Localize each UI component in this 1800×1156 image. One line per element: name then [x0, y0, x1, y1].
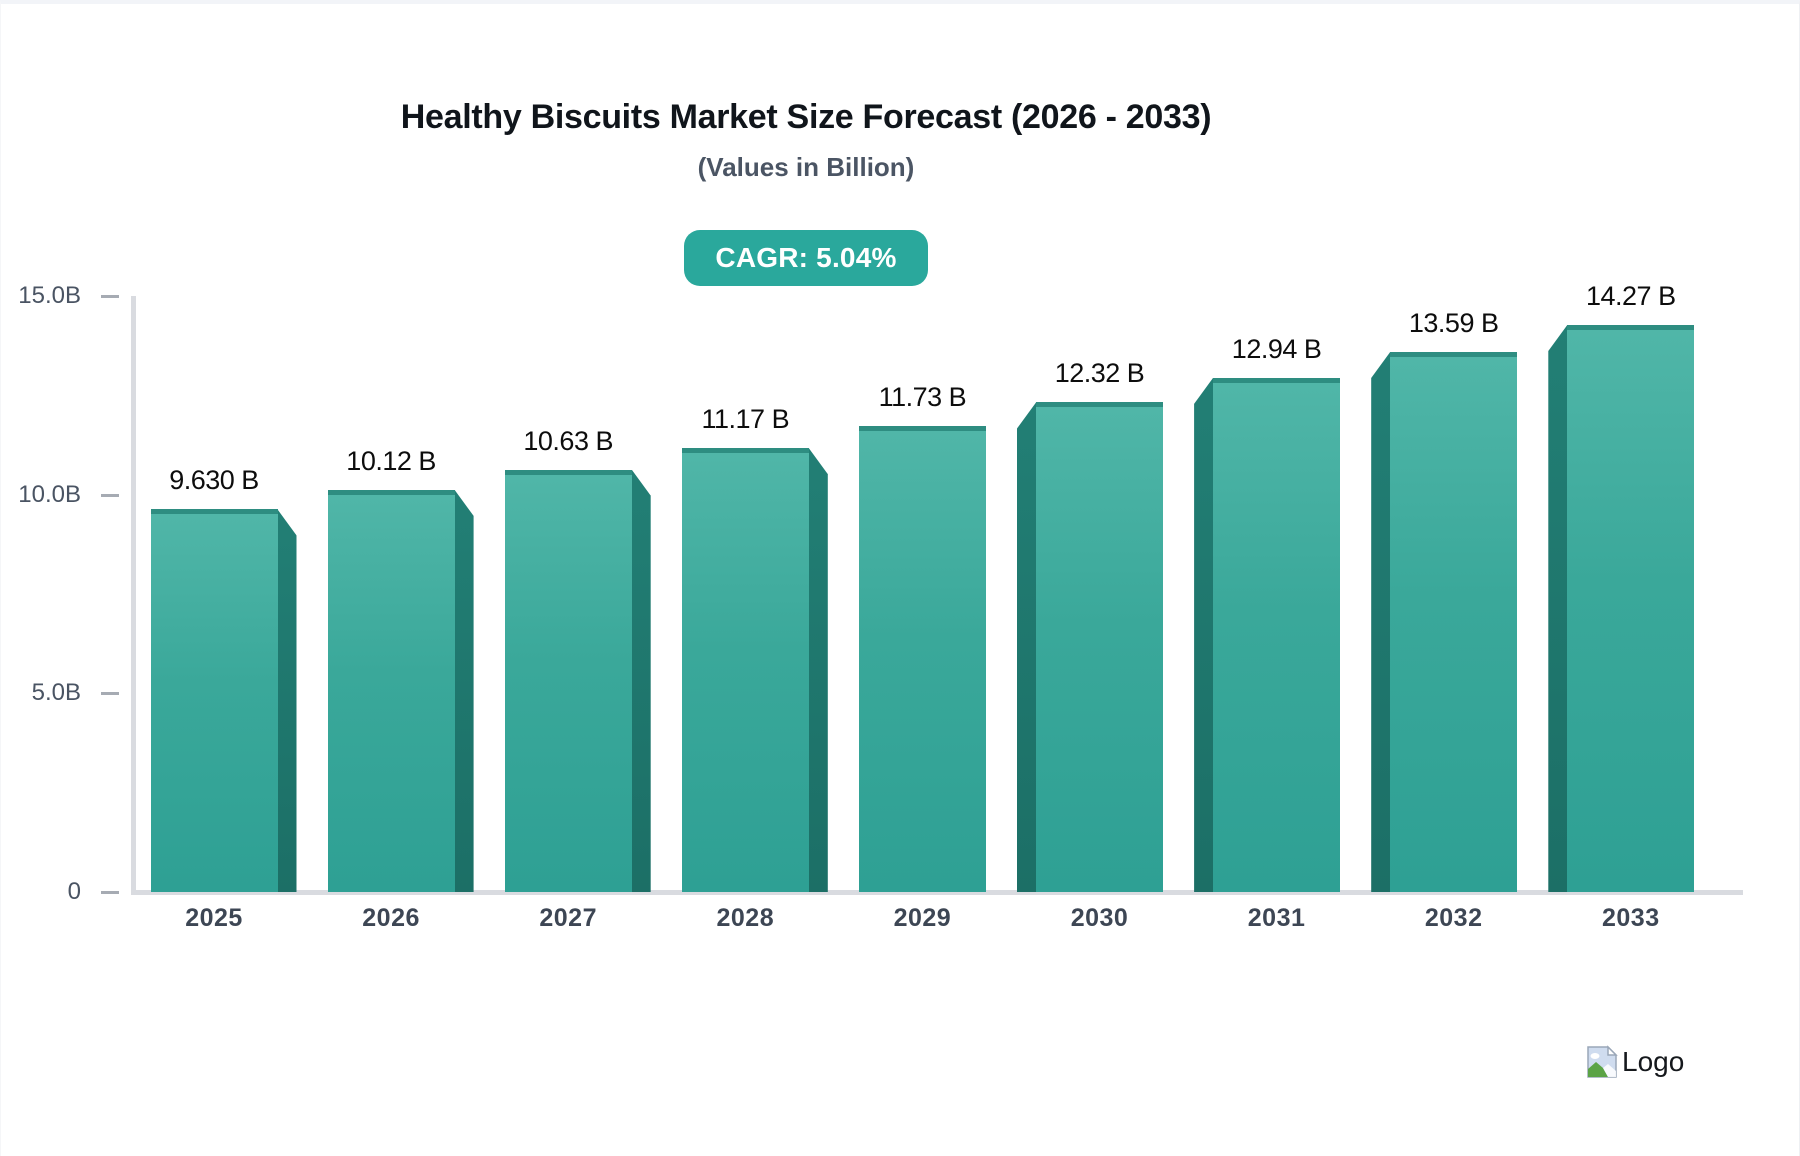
value-label-2027: 10.63 B: [523, 425, 613, 456]
bar-3d-side-2033: [1548, 325, 1568, 892]
y-tick-mark: [101, 891, 119, 894]
bar-3d-side-2028: [808, 448, 828, 892]
logo: Logo: [1584, 1040, 1684, 1084]
y-tick-mark: [101, 295, 119, 298]
x-tick-label-2031: 2031: [1247, 904, 1306, 932]
y-tick-label-0: 0: [67, 878, 81, 905]
value-label-2029: 11.73 B: [878, 381, 967, 412]
value-label-2028: 11.17 B: [701, 404, 790, 435]
y-tick-mark: [101, 692, 119, 696]
y-tick-label-5.0B: 5.0B: [31, 679, 81, 707]
cagr-badge: CAGR: 5.04%: [684, 230, 928, 286]
bar-2030: [1036, 402, 1163, 892]
bar-3d-side-2032: [1371, 352, 1391, 892]
bar-3d-side-2027: [631, 469, 651, 892]
broken-image-icon: [1584, 1044, 1620, 1080]
x-tick-label-2025: 2025: [185, 904, 243, 932]
bar-2027: [504, 469, 632, 892]
x-tick-label-2030: 2030: [1070, 904, 1129, 932]
bar-3d-side-2025: [277, 509, 297, 892]
logo-alt-text: Logo: [1622, 1046, 1685, 1077]
value-label-2030: 12.32 B: [1054, 358, 1145, 389]
y-tick-label-15.0B: 15.0B: [18, 282, 81, 309]
value-label-2031: 12.94 B: [1231, 333, 1322, 364]
value-label-2025: 9.630 B: [169, 465, 259, 496]
y-tick-label-10.0B: 10.0B: [18, 480, 81, 508]
x-tick-label-2027: 2027: [539, 904, 597, 932]
bar-2029: [858, 425, 986, 892]
bar-3d-side-2031: [1194, 377, 1214, 892]
value-label-2032: 13.59 B: [1408, 308, 1499, 339]
bar-2028: [681, 448, 809, 892]
value-label-2026: 10.12 B: [346, 445, 436, 476]
bar-3d-side-2026: [454, 489, 474, 892]
chart-title: Healthy Biscuits Market Size Forecast (2…: [400, 98, 1212, 136]
bar-2026: [327, 489, 455, 892]
x-tick-label-2032: 2032: [1424, 904, 1483, 932]
bar-2025: [150, 509, 278, 892]
x-tick-label-2028: 2028: [716, 904, 775, 932]
bar-3d-side-2030: [1017, 402, 1036, 892]
bar-2033: [1567, 325, 1695, 892]
x-axis-line: [131, 890, 1743, 895]
chart-subtitle: (Values in Billion): [697, 152, 915, 182]
value-label-2033: 14.27 B: [1586, 281, 1676, 311]
x-tick-label-2029: 2029: [893, 904, 952, 932]
x-tick-label-2026: 2026: [362, 904, 420, 932]
y-axis-line: [131, 296, 136, 895]
y-tick-mark: [101, 493, 119, 497]
bar-2031: [1213, 377, 1341, 892]
bar-2032: [1390, 352, 1518, 892]
x-tick-label-2033: 2033: [1601, 904, 1660, 932]
